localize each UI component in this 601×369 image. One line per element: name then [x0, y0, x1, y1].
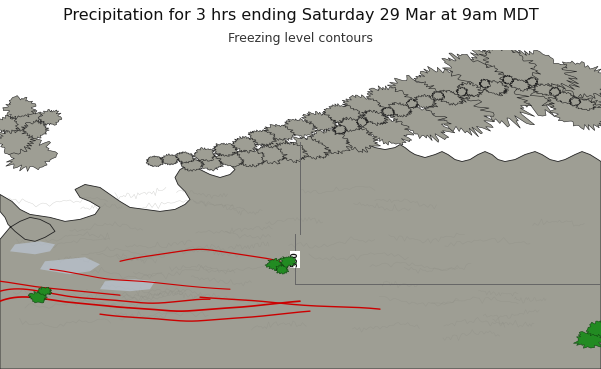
Polygon shape — [322, 104, 362, 125]
Polygon shape — [279, 256, 296, 267]
Polygon shape — [0, 127, 36, 155]
Polygon shape — [573, 328, 601, 348]
Polygon shape — [37, 287, 52, 296]
Polygon shape — [308, 130, 352, 154]
Polygon shape — [333, 125, 346, 135]
Polygon shape — [549, 61, 601, 99]
Polygon shape — [554, 92, 576, 104]
Polygon shape — [265, 258, 285, 270]
Polygon shape — [432, 91, 445, 101]
Polygon shape — [462, 45, 584, 116]
Polygon shape — [0, 130, 601, 369]
Polygon shape — [275, 265, 288, 274]
Polygon shape — [215, 151, 244, 167]
Polygon shape — [271, 141, 308, 163]
Polygon shape — [569, 97, 581, 106]
Polygon shape — [180, 158, 205, 171]
Polygon shape — [342, 95, 388, 121]
Polygon shape — [479, 79, 490, 88]
Polygon shape — [100, 279, 155, 291]
Polygon shape — [367, 86, 416, 114]
Polygon shape — [5, 110, 44, 133]
Polygon shape — [412, 83, 495, 137]
Text: 500: 500 — [290, 251, 299, 267]
Polygon shape — [575, 99, 596, 111]
Polygon shape — [503, 48, 579, 90]
Polygon shape — [21, 120, 49, 139]
Polygon shape — [586, 321, 601, 337]
Polygon shape — [358, 114, 414, 145]
Polygon shape — [413, 94, 436, 108]
Polygon shape — [442, 62, 535, 128]
Polygon shape — [263, 124, 296, 141]
Polygon shape — [196, 154, 224, 171]
Polygon shape — [479, 44, 541, 86]
Polygon shape — [40, 257, 100, 274]
Polygon shape — [175, 152, 195, 163]
Polygon shape — [442, 53, 508, 96]
Polygon shape — [252, 145, 287, 164]
Polygon shape — [10, 241, 55, 254]
Polygon shape — [386, 103, 455, 142]
Polygon shape — [283, 118, 317, 137]
Polygon shape — [231, 136, 258, 153]
Text: Freezing level contours: Freezing level contours — [228, 32, 373, 45]
Polygon shape — [6, 137, 58, 172]
Polygon shape — [146, 156, 163, 167]
Polygon shape — [289, 136, 331, 159]
Polygon shape — [387, 75, 443, 107]
Polygon shape — [38, 110, 62, 125]
Polygon shape — [456, 87, 468, 97]
Polygon shape — [361, 110, 388, 125]
Polygon shape — [0, 115, 19, 134]
Polygon shape — [406, 99, 418, 108]
Polygon shape — [2, 96, 36, 120]
Polygon shape — [457, 82, 483, 97]
Polygon shape — [526, 77, 538, 87]
Text: Precipitation for 3 hrs ending Saturday 29 Mar at 9am MDT: Precipitation for 3 hrs ending Saturday … — [63, 8, 538, 24]
Polygon shape — [331, 123, 380, 152]
Polygon shape — [523, 69, 601, 119]
Polygon shape — [548, 94, 601, 131]
Polygon shape — [381, 107, 395, 117]
Polygon shape — [436, 90, 463, 106]
Polygon shape — [160, 154, 179, 165]
Polygon shape — [481, 80, 509, 95]
Polygon shape — [248, 130, 276, 146]
Polygon shape — [194, 148, 216, 161]
Polygon shape — [549, 87, 561, 96]
Polygon shape — [356, 117, 368, 127]
Polygon shape — [28, 291, 47, 303]
Polygon shape — [302, 111, 338, 131]
Polygon shape — [212, 143, 238, 156]
Polygon shape — [502, 75, 514, 85]
Polygon shape — [338, 117, 362, 132]
Polygon shape — [234, 148, 264, 167]
Polygon shape — [387, 102, 412, 117]
Polygon shape — [413, 66, 475, 102]
Polygon shape — [508, 79, 531, 91]
Polygon shape — [533, 84, 557, 96]
